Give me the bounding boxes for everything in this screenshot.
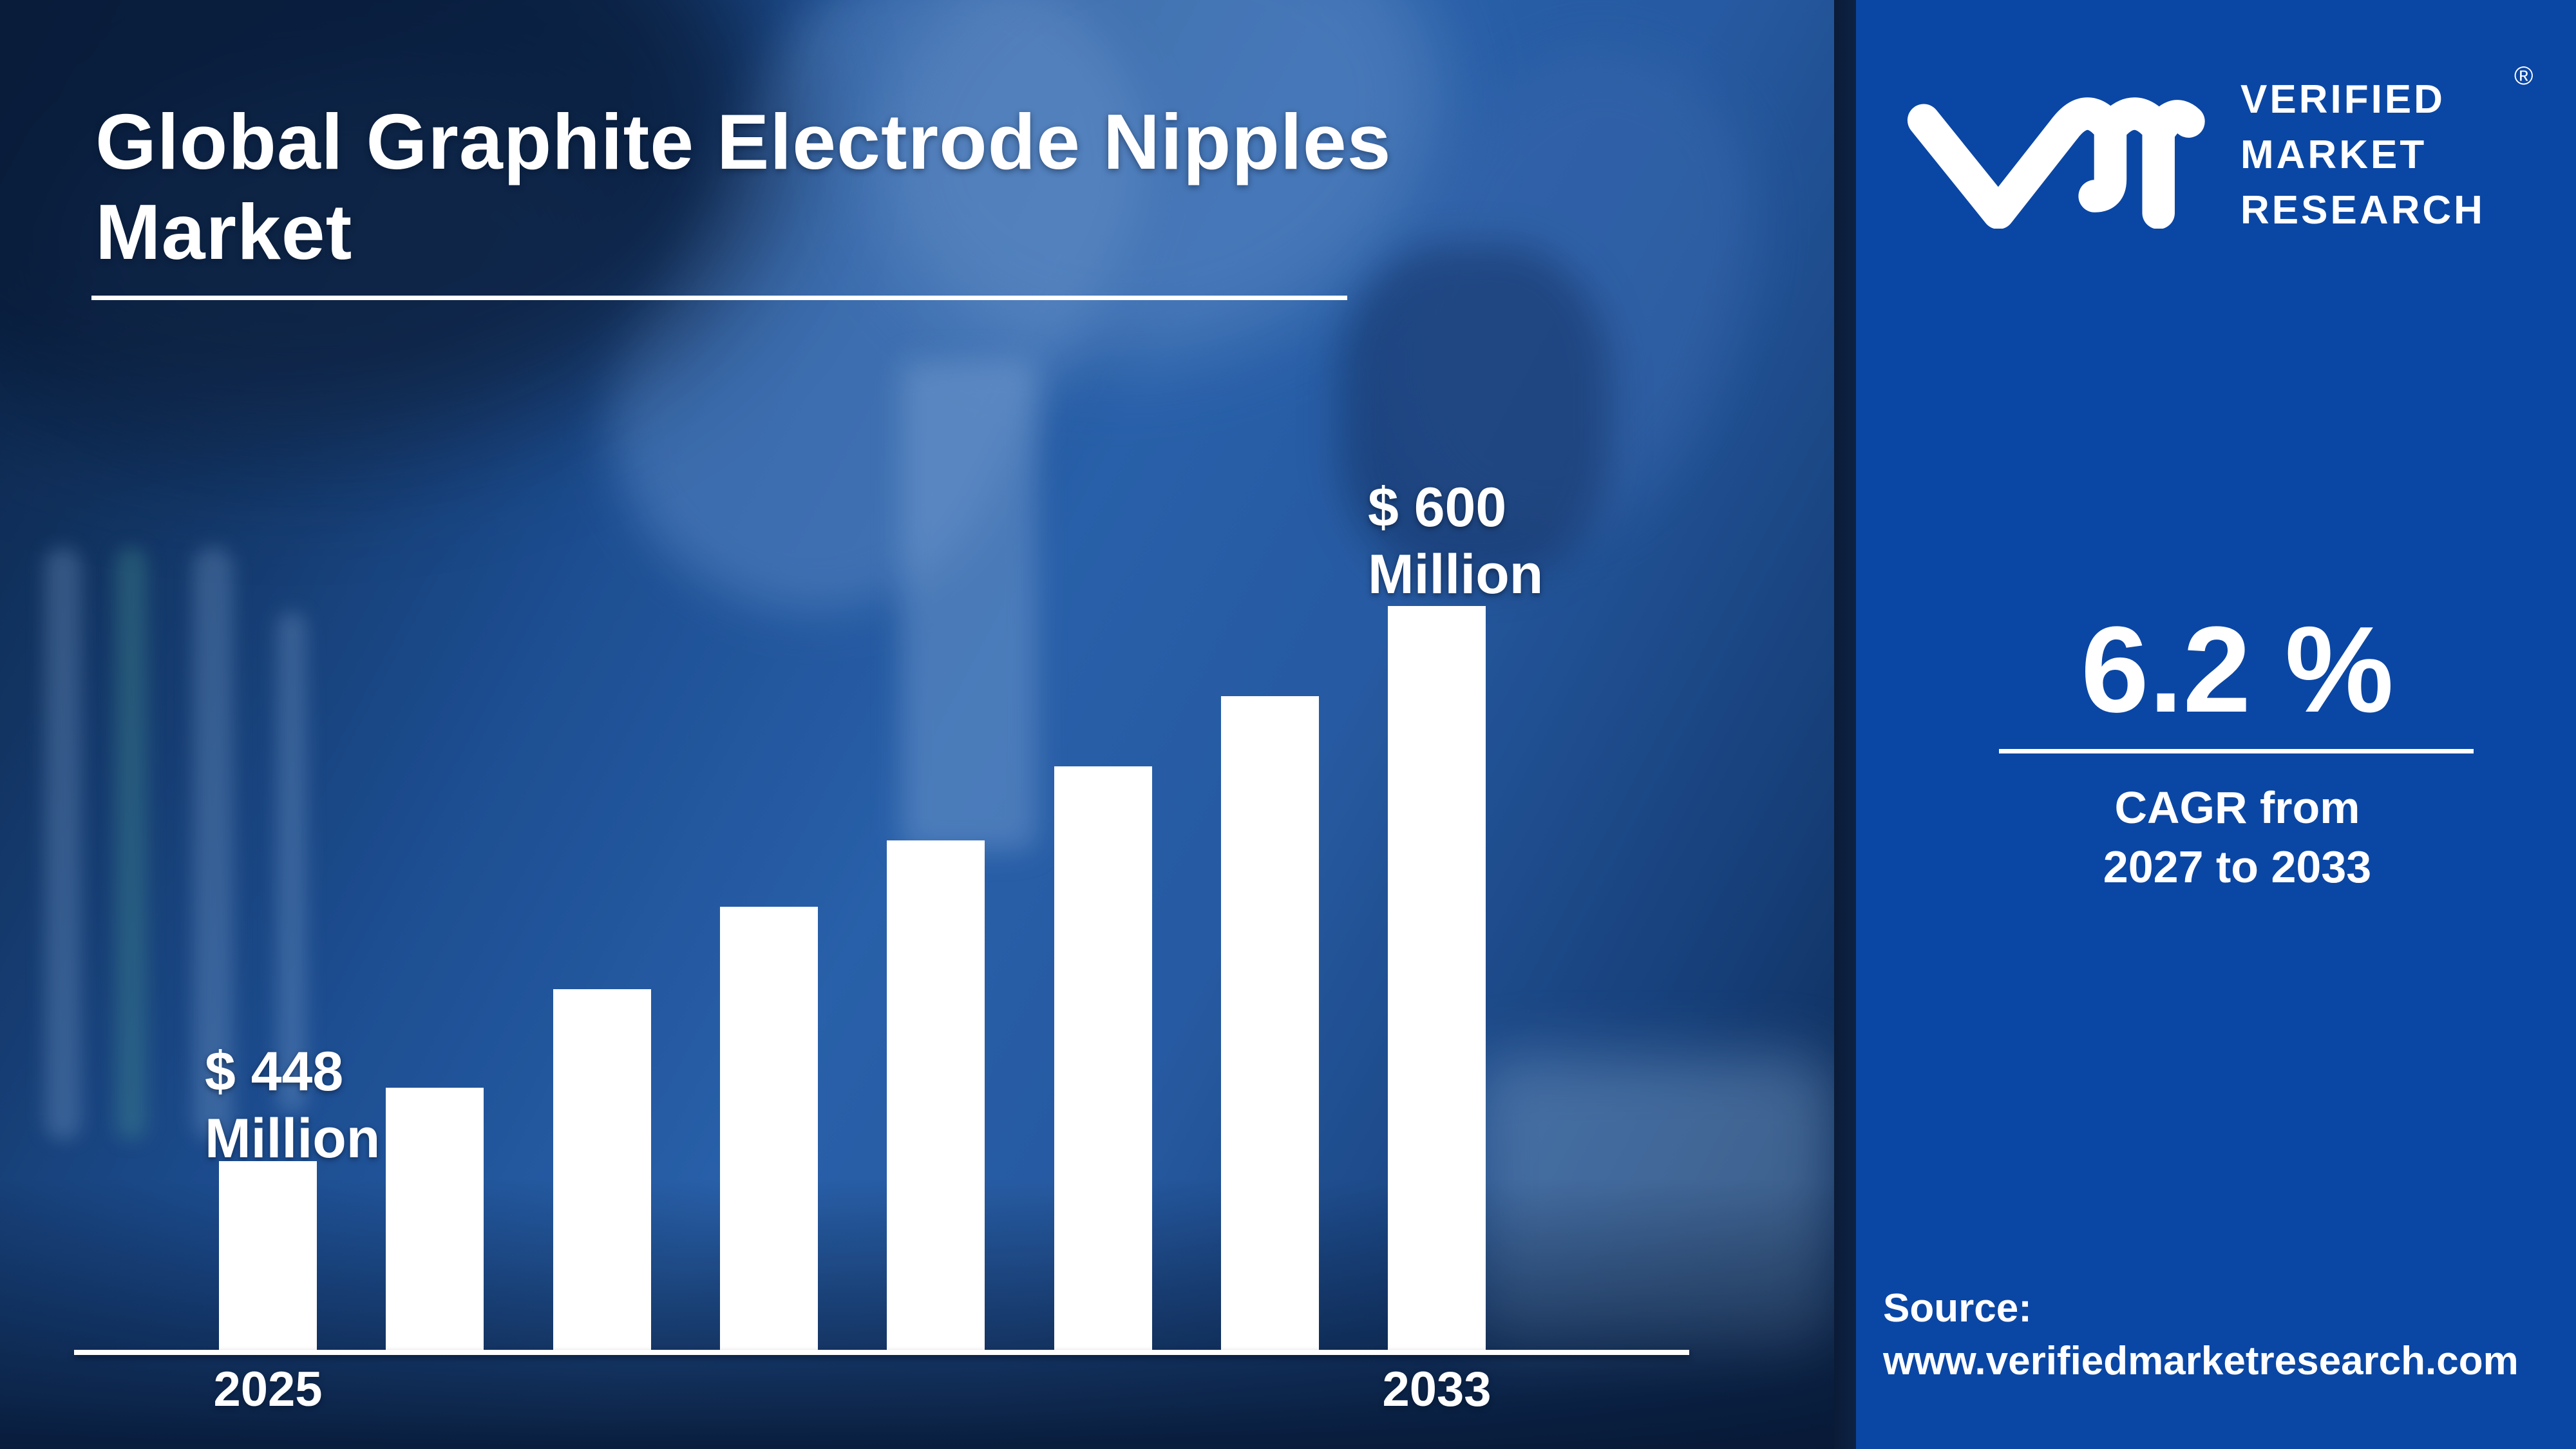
registered-trademark-icon: ® — [2514, 62, 2533, 90]
test-tube-shape — [45, 547, 81, 1140]
bar-index-4 — [887, 840, 985, 1350]
brand-word-market: MARKET — [2240, 133, 2427, 177]
bar-2033 — [1388, 606, 1486, 1350]
vmr-logo: VERIFIED MARKET RESEARCH ® — [1856, 0, 2576, 270]
cagr-caption-line-2: 2027 to 2033 — [2103, 842, 2372, 892]
dark-flask-shape — [1340, 245, 1610, 580]
test-tube-shape — [277, 612, 307, 1114]
cagr-divider-rule — [1999, 749, 2474, 753]
title-line-1: Global Graphite Electrode Nipples — [95, 98, 1392, 185]
start-value-annotation: $ 448 Million — [205, 1038, 380, 1172]
bar-index-5 — [1054, 766, 1152, 1350]
brand-wordmark: VERIFIED MARKET RESEARCH — [2240, 72, 2485, 238]
market-bar-chart: $ 448 Million $ 600 Million 2025 2033 — [74, 474, 1689, 1417]
cagr-caption-line-1: CAGR from — [2114, 782, 2360, 833]
bar-index-1 — [386, 1088, 484, 1350]
source-url[interactable]: www.verifiedmarketresearch.com — [1883, 1339, 2519, 1383]
cagr-caption: CAGR from 2027 to 2033 — [2103, 778, 2371, 896]
bar-index-3 — [720, 907, 818, 1350]
beaker-shape — [902, 361, 1037, 850]
x-axis-line — [74, 1350, 1689, 1355]
cagr-value: 6.2 % — [2081, 601, 2394, 738]
bar-index-6 — [1221, 696, 1319, 1350]
brand-word-research: RESEARCH — [2240, 188, 2485, 232]
test-tube-green-shape — [116, 547, 147, 1140]
end-value-line-1: $ 600 — [1368, 477, 1507, 538]
bar-2025 — [219, 1161, 317, 1350]
x-axis-label-2033: 2033 — [1382, 1362, 1492, 1417]
start-value-line-2: Million — [205, 1108, 381, 1170]
end-value-annotation: $ 600 Million — [1368, 474, 1543, 608]
brand-panel: VERIFIED MARKET RESEARCH ® 6.2 % CAGR fr… — [1856, 0, 2576, 1449]
source-block: Source: www.verifiedmarketresearch.com — [1883, 1283, 2519, 1388]
title-line-2: Market — [95, 188, 353, 276]
end-value-line-2: Million — [1368, 544, 1544, 605]
source-label: Source: — [1883, 1286, 2032, 1331]
bar-index-2 — [553, 989, 651, 1350]
x-axis-label-2025: 2025 — [213, 1362, 323, 1417]
start-value-line-1: $ 448 — [205, 1041, 344, 1103]
vm-monogram-icon — [1907, 97, 2205, 229]
title-underline-rule — [91, 296, 1347, 300]
panel-divider — [1834, 0, 1856, 1449]
brand-word-verified: VERIFIED — [2240, 77, 2445, 122]
page-title: Global Graphite Electrode Nipples Market — [95, 97, 1392, 277]
test-tube-shape — [193, 547, 233, 1140]
